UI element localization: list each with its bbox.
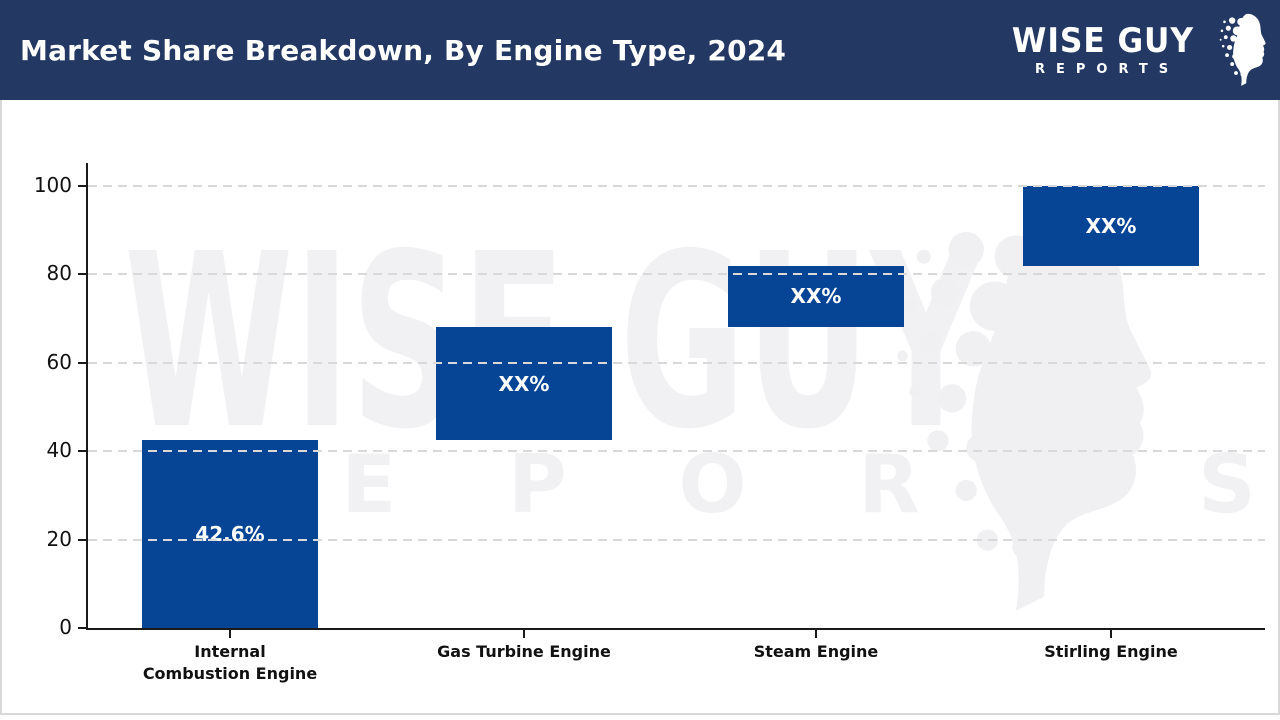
x-category-label-line: Steam Engine [753,642,879,661]
bar-stirling-engine: XX% [1023,186,1199,266]
y-tick-label: 80 [46,261,72,286]
logo-subtext: REPORTS [1035,61,1180,77]
x-tick-mark [229,630,231,638]
header: Market Share Breakdown, By Engine Type, … [0,0,1280,100]
bar-value-label: XX% [498,371,550,396]
gridline-100 [88,185,1265,187]
x-tick-mark [1110,630,1112,638]
bar-value-label: 42.6% [195,521,265,546]
x-category-label-stirling-engine: Stirling Engine [971,641,1251,663]
gridline-80 [88,273,1265,276]
y-tick-label: 60 [46,349,72,374]
y-tick-label: 100 [33,173,72,197]
bar-gas-turbine-engine: XX% [436,327,612,440]
bar-internal-combustion-engine: 42.6% [142,439,318,628]
y-tick-label: 0 [59,615,72,639]
y-tick-label: 40 [46,438,72,463]
y-tick-mark [78,273,86,276]
y-tick-mark [78,538,86,541]
bar-steam-engine: XX% [728,265,904,328]
gridline-40 [88,450,1265,453]
y-tick-mark [78,450,86,453]
y-tick-label: 20 [46,526,72,551]
x-category-label-line: Gas Turbine Engine [437,642,611,661]
bar-value-label: XX% [1085,213,1137,238]
page-border-right [1278,100,1280,713]
x-tick-mark [523,630,525,638]
x-axis-line [86,628,1265,630]
page-border-left [0,100,2,713]
logo-wordmark: WISE GUY [1012,20,1195,61]
x-tick-mark [815,630,817,638]
x-category-label-gas-turbine-engine: Gas Turbine Engine [384,641,664,663]
x-category-label-line: Combustion Engine [142,663,318,683]
logo-text: WISE GUY REPORTS [1004,24,1202,77]
x-category-label-line: Internal [194,642,266,661]
gridline-60 [88,361,1265,364]
x-category-label-line: Stirling Engine [1044,642,1178,661]
wiseguy-logo: WISE GUY REPORTS [1004,10,1268,90]
x-category-label-steam-engine: Steam Engine [676,641,956,663]
y-tick-mark [78,627,86,629]
page-title: Market Share Breakdown, By Engine Type, … [20,33,787,67]
y-tick-mark [78,361,86,364]
wiseguy-face-icon [1204,10,1268,90]
page-border-bottom [0,713,1280,715]
x-category-label-internal-combustion-engine: Internal Combustion Engine [90,641,370,684]
y-axis-line [86,163,88,630]
y-tick-mark [78,185,86,187]
bar-value-label: XX% [790,284,842,309]
gridline-20 [88,538,1265,541]
